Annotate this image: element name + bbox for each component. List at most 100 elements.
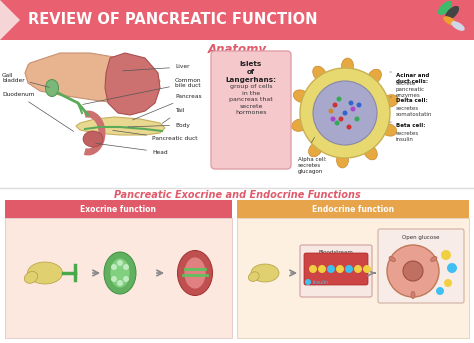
Text: Head: Head [96,143,168,154]
Ellipse shape [368,69,382,84]
FancyBboxPatch shape [0,40,474,188]
Ellipse shape [430,257,437,261]
Circle shape [336,265,344,273]
Circle shape [117,280,123,286]
Circle shape [337,96,341,102]
Text: Pancreatic Exocrine and Endocrine Functions: Pancreatic Exocrine and Endocrine Functi… [114,190,360,200]
Text: Liver: Liver [123,64,190,71]
Polygon shape [25,53,160,103]
Circle shape [441,250,451,260]
Ellipse shape [309,142,322,157]
Circle shape [327,265,335,273]
Circle shape [356,103,362,107]
FancyBboxPatch shape [304,253,368,285]
Ellipse shape [46,80,58,96]
FancyBboxPatch shape [5,218,232,338]
Ellipse shape [24,272,37,283]
Polygon shape [105,53,160,115]
Ellipse shape [110,258,130,288]
Circle shape [328,108,334,114]
Text: Endocrine function: Endocrine function [312,204,394,213]
Circle shape [332,103,337,107]
Circle shape [111,276,117,282]
Text: secretes
insulin: secretes insulin [396,131,419,142]
Ellipse shape [293,90,309,103]
Circle shape [318,265,326,273]
FancyBboxPatch shape [237,200,469,218]
Text: secretes
somatostatin: secretes somatostatin [396,106,432,117]
Ellipse shape [438,1,452,15]
Ellipse shape [337,152,348,168]
Circle shape [300,68,390,158]
Circle shape [338,117,344,121]
Circle shape [354,265,362,273]
Circle shape [117,260,123,266]
Circle shape [363,265,371,273]
Circle shape [346,125,352,130]
Ellipse shape [381,123,397,136]
Circle shape [309,265,317,273]
FancyBboxPatch shape [300,245,372,297]
FancyBboxPatch shape [211,51,291,169]
Text: Duodenum: Duodenum [2,93,73,131]
FancyBboxPatch shape [237,218,469,338]
Circle shape [305,279,311,285]
Ellipse shape [445,6,459,20]
Text: Gall
bladder: Gall bladder [2,73,49,87]
Ellipse shape [27,262,63,284]
Ellipse shape [383,95,398,107]
Circle shape [447,263,457,273]
Ellipse shape [451,21,465,31]
Text: Pancreatic duct: Pancreatic duct [113,130,198,142]
FancyBboxPatch shape [0,188,474,343]
Text: group of cells
in the
pancreas that
secrete
hormones: group of cells in the pancreas that secr… [229,84,273,115]
Text: Islets
of
Langerhans:: Islets of Langerhans: [226,61,276,83]
Circle shape [123,276,129,282]
Text: Alpha cell:
secretes
glucagon: Alpha cell: secretes glucagon [298,157,327,174]
Ellipse shape [411,292,415,298]
Ellipse shape [341,58,354,74]
Text: Bloodstream: Bloodstream [319,250,354,255]
Circle shape [345,265,353,273]
Circle shape [313,81,377,145]
Circle shape [330,117,336,121]
Text: Tail: Tail [162,108,184,123]
Ellipse shape [313,66,326,81]
Circle shape [123,264,129,270]
Text: Beta cell:: Beta cell: [396,123,426,128]
Circle shape [335,120,339,126]
FancyBboxPatch shape [0,0,474,40]
FancyBboxPatch shape [378,229,464,303]
Ellipse shape [104,252,136,294]
Ellipse shape [389,257,395,261]
Ellipse shape [292,119,308,131]
Circle shape [387,245,439,297]
Polygon shape [0,0,20,40]
Circle shape [355,117,359,121]
Text: Body: Body [128,122,190,128]
Text: Acinar and
duct cells:: Acinar and duct cells: [396,73,429,84]
Circle shape [343,110,347,116]
Text: REVIEW OF PANCREATIC FUNCTION: REVIEW OF PANCREATIC FUNCTION [28,12,318,27]
Ellipse shape [248,272,259,281]
Circle shape [436,287,444,295]
Text: Anatomy: Anatomy [208,43,266,56]
Circle shape [348,100,354,106]
Ellipse shape [83,131,103,147]
Ellipse shape [443,16,457,26]
Text: Delta cell:: Delta cell: [396,98,428,103]
Ellipse shape [364,145,377,160]
Ellipse shape [184,257,206,289]
Text: secrete
pancreatic
enzymes: secrete pancreatic enzymes [396,81,425,98]
Circle shape [111,264,117,270]
Text: Pancreas: Pancreas [133,95,201,120]
FancyBboxPatch shape [5,200,232,218]
Polygon shape [76,117,165,135]
Ellipse shape [177,250,212,296]
Text: Open glucose: Open glucose [402,235,440,240]
Text: Insulin: Insulin [313,280,329,284]
Ellipse shape [251,264,279,282]
Circle shape [403,261,423,281]
Circle shape [350,106,356,111]
Circle shape [444,279,452,287]
